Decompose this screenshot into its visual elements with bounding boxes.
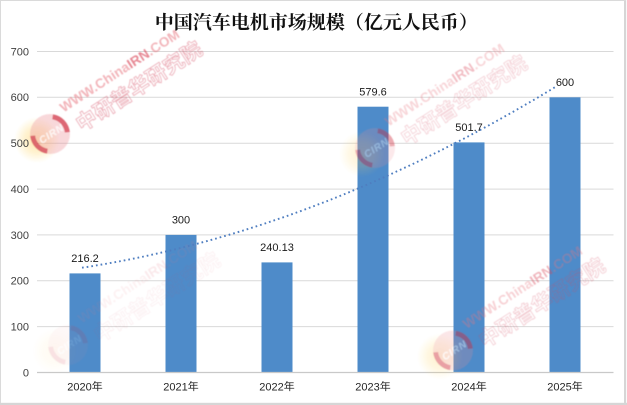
svg-text:2025: 2025 <box>547 381 571 393</box>
svg-text:2024: 2024 <box>451 381 475 393</box>
svg-text:2021: 2021 <box>163 381 187 393</box>
svg-text:579.6: 579.6 <box>359 86 387 98</box>
svg-text:501.7: 501.7 <box>455 122 483 134</box>
svg-text:600: 600 <box>556 77 574 89</box>
svg-text:400: 400 <box>11 184 29 196</box>
svg-text:2022: 2022 <box>259 381 283 393</box>
svg-text:300: 300 <box>172 215 190 227</box>
svg-text:300: 300 <box>11 230 29 242</box>
svg-text:2023: 2023 <box>355 381 379 393</box>
svg-text:216.2: 216.2 <box>71 253 99 265</box>
svg-text:100: 100 <box>11 322 29 334</box>
svg-text:240.13: 240.13 <box>260 242 294 254</box>
svg-text:700: 700 <box>11 46 29 58</box>
svg-text:2020: 2020 <box>67 381 91 393</box>
svg-text:0: 0 <box>23 367 29 379</box>
svg-text:200: 200 <box>11 276 29 288</box>
svg-text:600: 600 <box>11 92 29 104</box>
svg-text:500: 500 <box>11 138 29 150</box>
